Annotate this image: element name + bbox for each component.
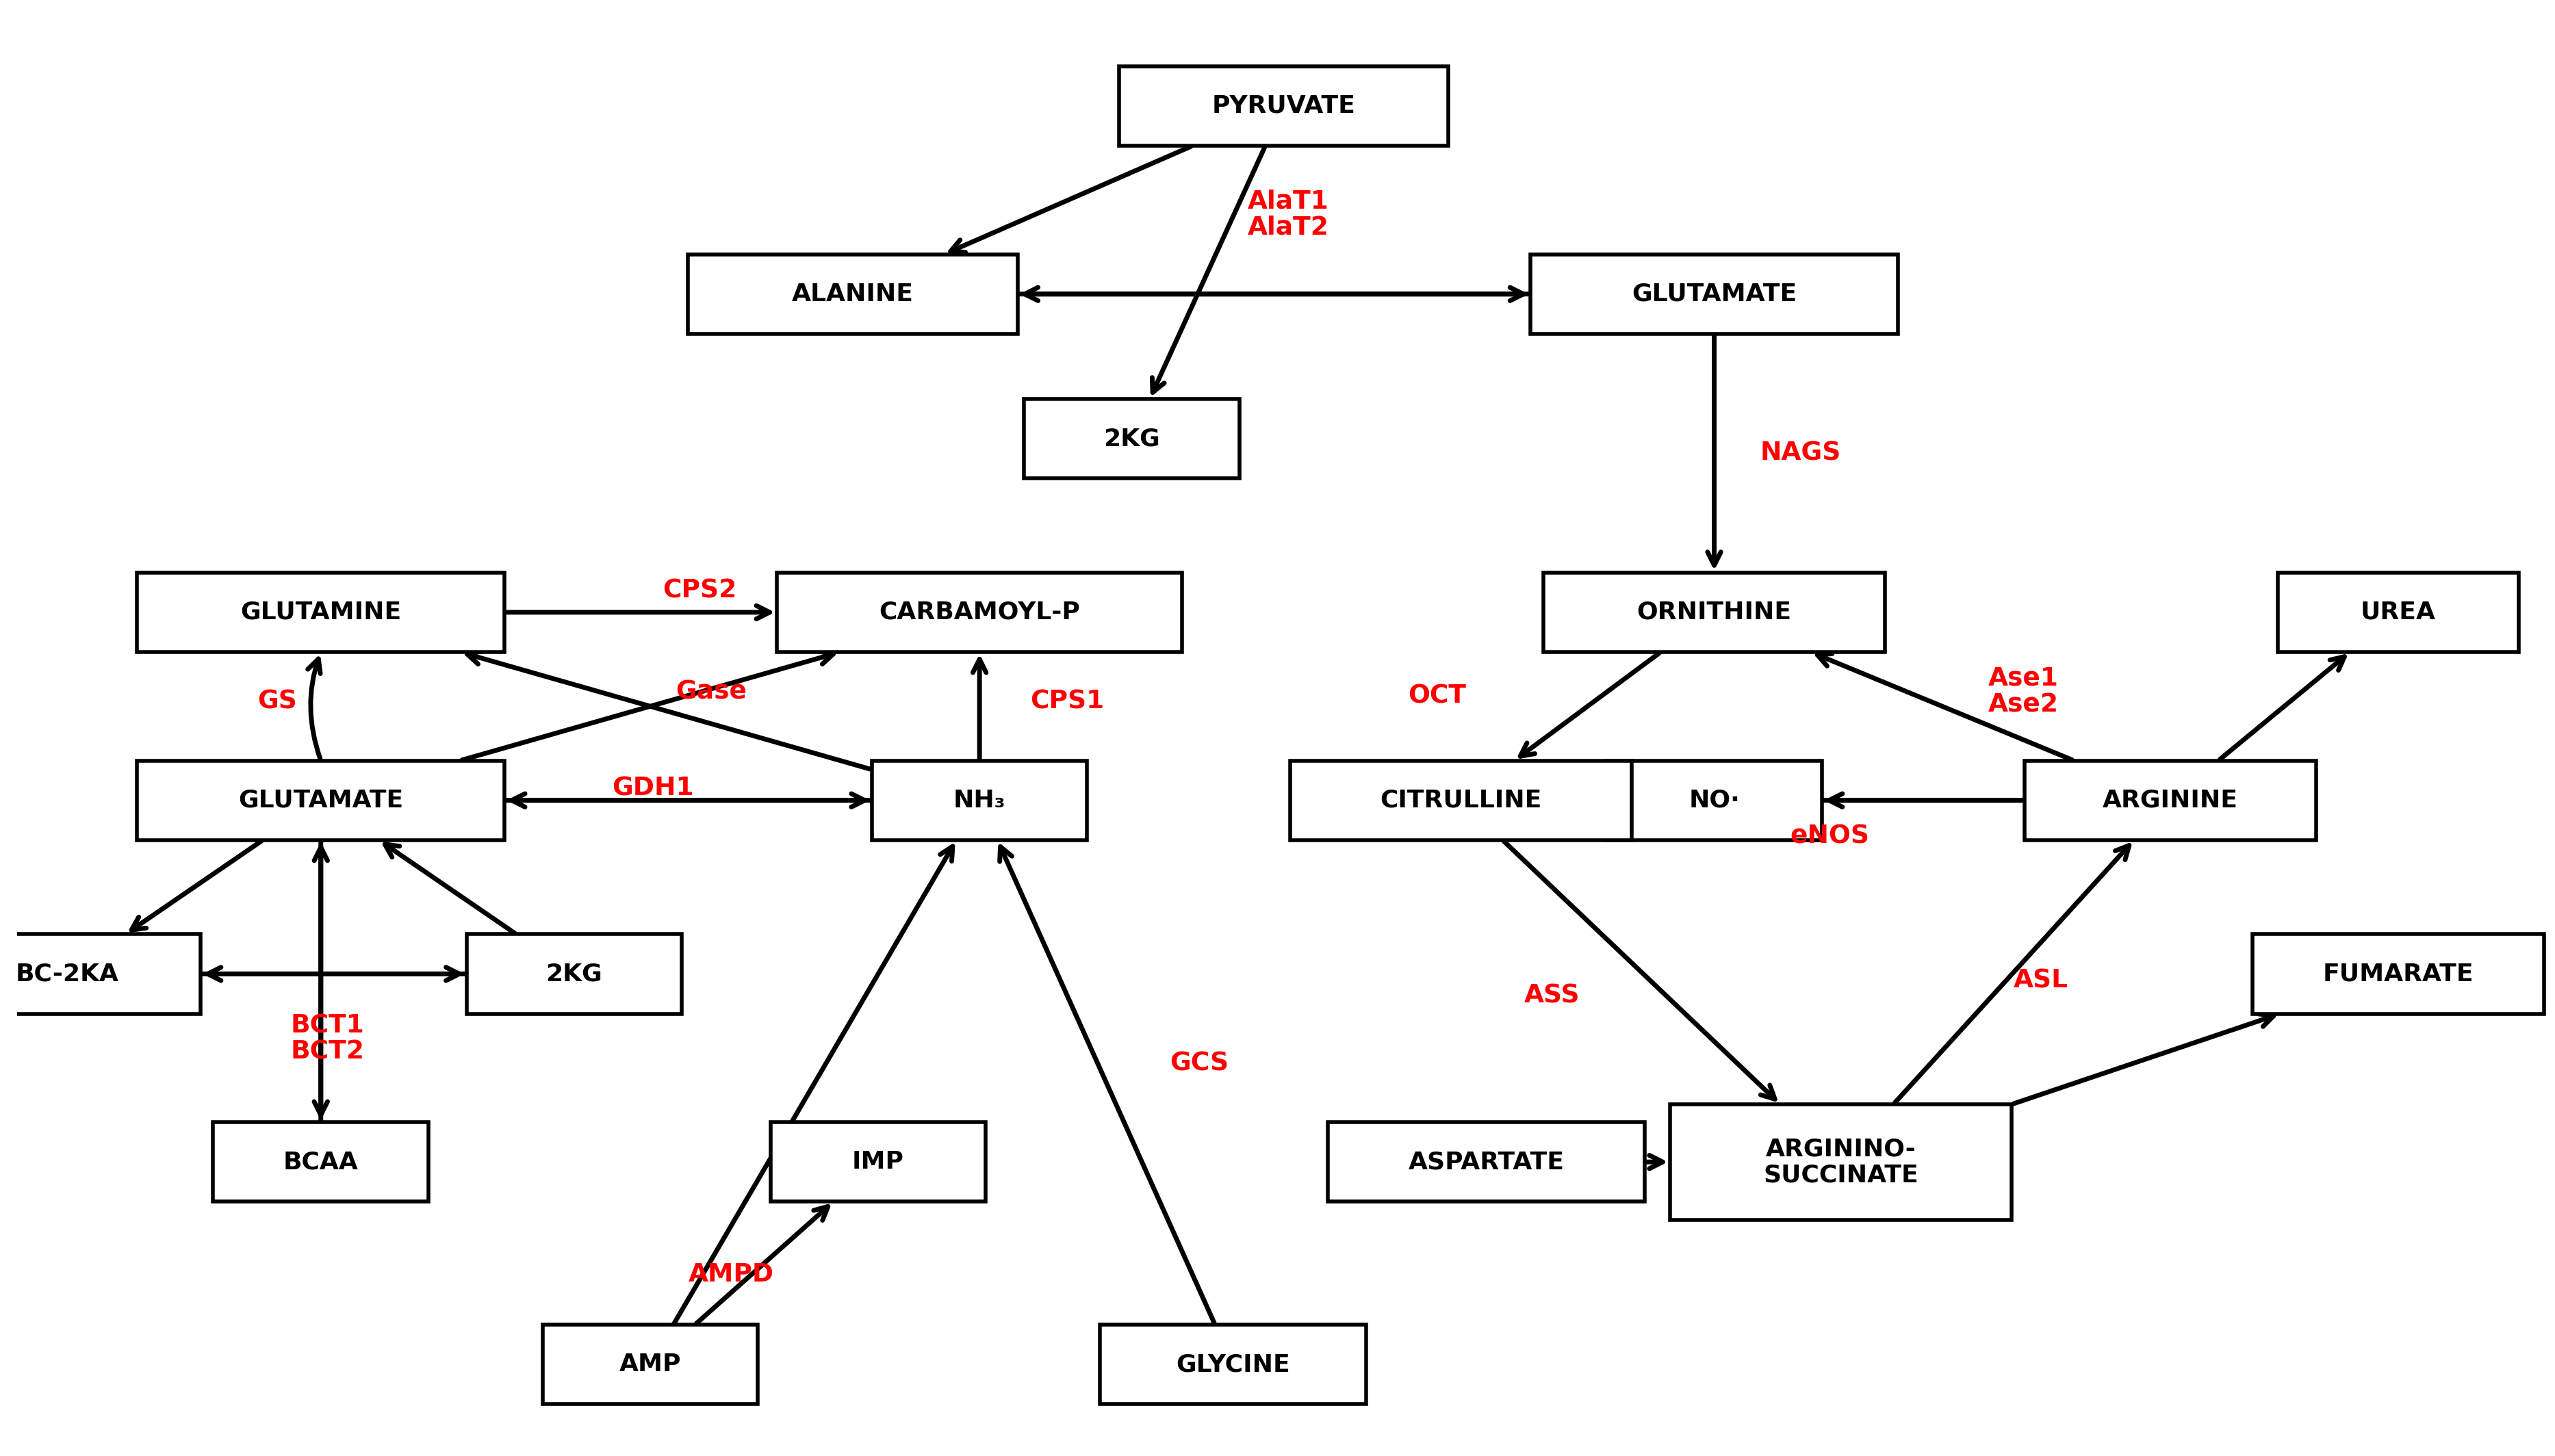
Text: eNOS: eNOS [1791, 824, 1870, 849]
Text: UREA: UREA [2361, 601, 2435, 625]
Text: ORNITHINE: ORNITHINE [1638, 601, 1791, 625]
Text: AMP: AMP [618, 1353, 682, 1376]
Text: GDH1: GDH1 [613, 776, 695, 801]
Text: ALANINE: ALANINE [792, 282, 915, 306]
Text: AlaT1
AlaT2: AlaT1 AlaT2 [1247, 189, 1329, 240]
Text: 2KG: 2KG [1104, 427, 1160, 450]
FancyBboxPatch shape [2254, 935, 2545, 1013]
FancyBboxPatch shape [1671, 1104, 2011, 1220]
FancyBboxPatch shape [1530, 255, 1898, 333]
FancyBboxPatch shape [871, 760, 1088, 840]
Text: NAGS: NAGS [1760, 441, 1840, 466]
Text: NH₃: NH₃ [953, 789, 1007, 812]
FancyBboxPatch shape [1025, 399, 1239, 479]
FancyBboxPatch shape [2024, 760, 2315, 840]
Text: GCS: GCS [1170, 1051, 1229, 1076]
Text: FUMARATE: FUMARATE [2322, 962, 2473, 986]
FancyBboxPatch shape [542, 1325, 759, 1404]
Text: ARGININO-
SUCCINATE: ARGININO- SUCCINATE [1763, 1137, 1919, 1187]
Text: Gase: Gase [675, 680, 746, 705]
Text: BC-2KA: BC-2KA [15, 962, 120, 986]
Text: GLYCINE: GLYCINE [1175, 1353, 1290, 1376]
FancyBboxPatch shape [687, 255, 1017, 333]
FancyBboxPatch shape [777, 572, 1183, 652]
Text: GLUTAMATE: GLUTAMATE [238, 789, 404, 812]
Text: CPS2: CPS2 [662, 578, 736, 603]
Text: GS: GS [258, 690, 296, 715]
FancyBboxPatch shape [2279, 572, 2519, 652]
Text: GLUTAMATE: GLUTAMATE [1633, 282, 1796, 306]
FancyBboxPatch shape [138, 572, 503, 652]
Text: BCT1
BCT2: BCT1 BCT2 [291, 1013, 365, 1064]
Text: NO·: NO· [1689, 789, 1740, 812]
Text: ASL: ASL [2013, 968, 2067, 993]
Text: CPS1: CPS1 [1030, 690, 1104, 715]
Text: AMPD: AMPD [687, 1262, 774, 1287]
Text: IMP: IMP [853, 1150, 904, 1174]
Text: ASPARTATE: ASPARTATE [1408, 1150, 1564, 1174]
FancyBboxPatch shape [0, 935, 199, 1013]
FancyBboxPatch shape [212, 1123, 429, 1201]
Text: GLUTAMINE: GLUTAMINE [240, 601, 401, 625]
Text: 2KG: 2KG [547, 962, 603, 986]
FancyBboxPatch shape [138, 760, 503, 840]
Text: CARBAMOYL-P: CARBAMOYL-P [879, 601, 1081, 625]
FancyBboxPatch shape [1119, 66, 1449, 146]
FancyBboxPatch shape [468, 935, 682, 1013]
FancyBboxPatch shape [1543, 572, 1886, 652]
Text: ASS: ASS [1525, 983, 1579, 1008]
Text: ARGININE: ARGININE [2103, 789, 2238, 812]
Text: CITRULLINE: CITRULLINE [1380, 789, 1541, 812]
Text: Ase1
Ase2: Ase1 Ase2 [1988, 667, 2059, 718]
FancyBboxPatch shape [772, 1123, 986, 1201]
Text: BCAA: BCAA [284, 1150, 358, 1174]
FancyBboxPatch shape [1290, 760, 1633, 840]
FancyBboxPatch shape [1607, 760, 1822, 840]
FancyBboxPatch shape [1329, 1123, 1645, 1201]
FancyBboxPatch shape [1099, 1325, 1367, 1404]
Text: PYRUVATE: PYRUVATE [1211, 95, 1354, 118]
Text: OCT: OCT [1408, 684, 1467, 709]
